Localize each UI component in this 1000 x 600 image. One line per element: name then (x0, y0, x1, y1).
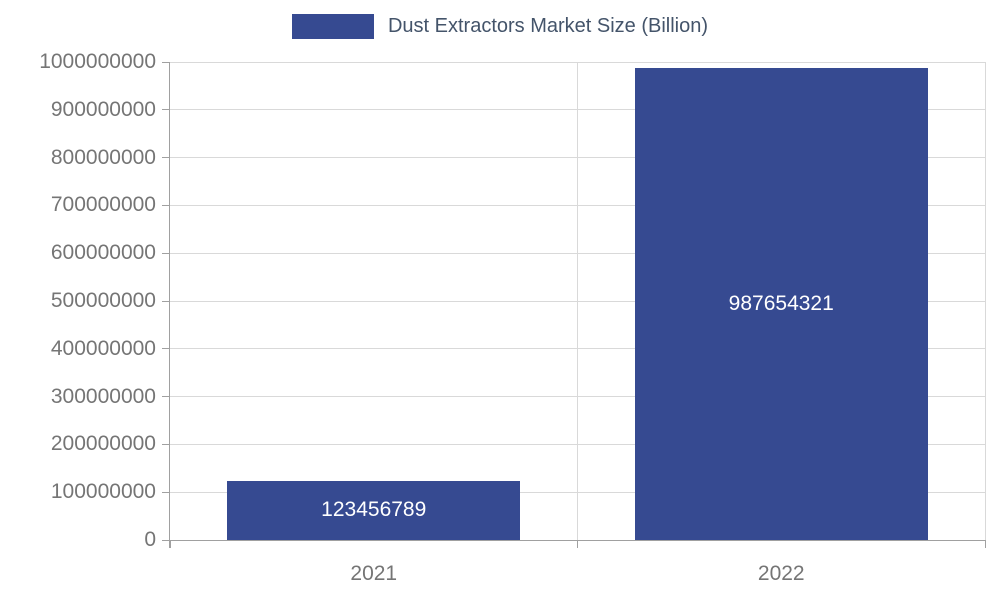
bar-value-label: 987654321 (728, 291, 834, 315)
y-tick-mark (162, 443, 170, 445)
bar-value-label: 123456789 (321, 498, 427, 522)
y-tick-label: 200000000 (50, 432, 156, 456)
y-tick-mark (162, 109, 170, 111)
y-tick-mark (162, 491, 170, 493)
bar (634, 67, 928, 540)
y-tick-label: 400000000 (50, 336, 156, 360)
legend[interactable]: Dust Extractors Market Size (Billion) (0, 14, 1000, 39)
y-tick-mark (162, 252, 170, 254)
y-tick-label: 700000000 (50, 193, 156, 217)
y-tick-mark (162, 300, 170, 302)
x-tick-mark (984, 540, 986, 548)
y-tick-mark (162, 157, 170, 159)
x-axis-line (162, 540, 985, 541)
x-tick-mark (169, 540, 171, 548)
y-tick-label: 600000000 (50, 241, 156, 265)
bar (227, 480, 521, 540)
y-tick-label: 300000000 (50, 384, 156, 408)
y-tick-mark (162, 348, 170, 350)
y-tick-label: 100000000 (50, 480, 156, 504)
legend-swatch (291, 14, 374, 39)
y-tick-label: 1000000000 (39, 50, 156, 73)
y-tick-mark (162, 204, 170, 206)
y-axis-line (169, 62, 170, 548)
y-tick-label: 500000000 (50, 289, 156, 312)
y-tick-label: 900000000 (50, 97, 156, 121)
category-gridline (984, 62, 986, 540)
x-tick-mark (577, 540, 578, 548)
y-tick-mark (162, 396, 170, 398)
y-tick-mark (162, 61, 170, 63)
x-tick-label: 2021 (350, 562, 398, 585)
y-tick-label: 800000000 (50, 145, 156, 169)
x-tick-label: 2022 (757, 562, 805, 585)
legend-label: Dust Extractors Market Size (Billion) (387, 15, 709, 37)
category-gridline (577, 62, 578, 540)
y-tick-label: 0 (144, 528, 156, 551)
